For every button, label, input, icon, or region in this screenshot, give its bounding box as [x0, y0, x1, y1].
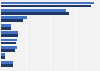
Bar [1, 34, 18, 37]
Bar [1, 42, 16, 44]
Bar [1, 1, 94, 4]
Bar [1, 53, 5, 56]
Bar [1, 49, 15, 52]
Bar [1, 61, 13, 64]
Bar [1, 64, 13, 67]
Bar [1, 5, 91, 7]
Bar [1, 24, 11, 27]
Bar [1, 39, 17, 41]
Bar [1, 27, 11, 30]
Bar [1, 12, 69, 15]
Bar [1, 31, 18, 34]
Bar [1, 46, 16, 49]
Bar [1, 9, 66, 12]
Bar [1, 56, 5, 59]
Bar [1, 19, 23, 22]
Bar [1, 16, 27, 19]
